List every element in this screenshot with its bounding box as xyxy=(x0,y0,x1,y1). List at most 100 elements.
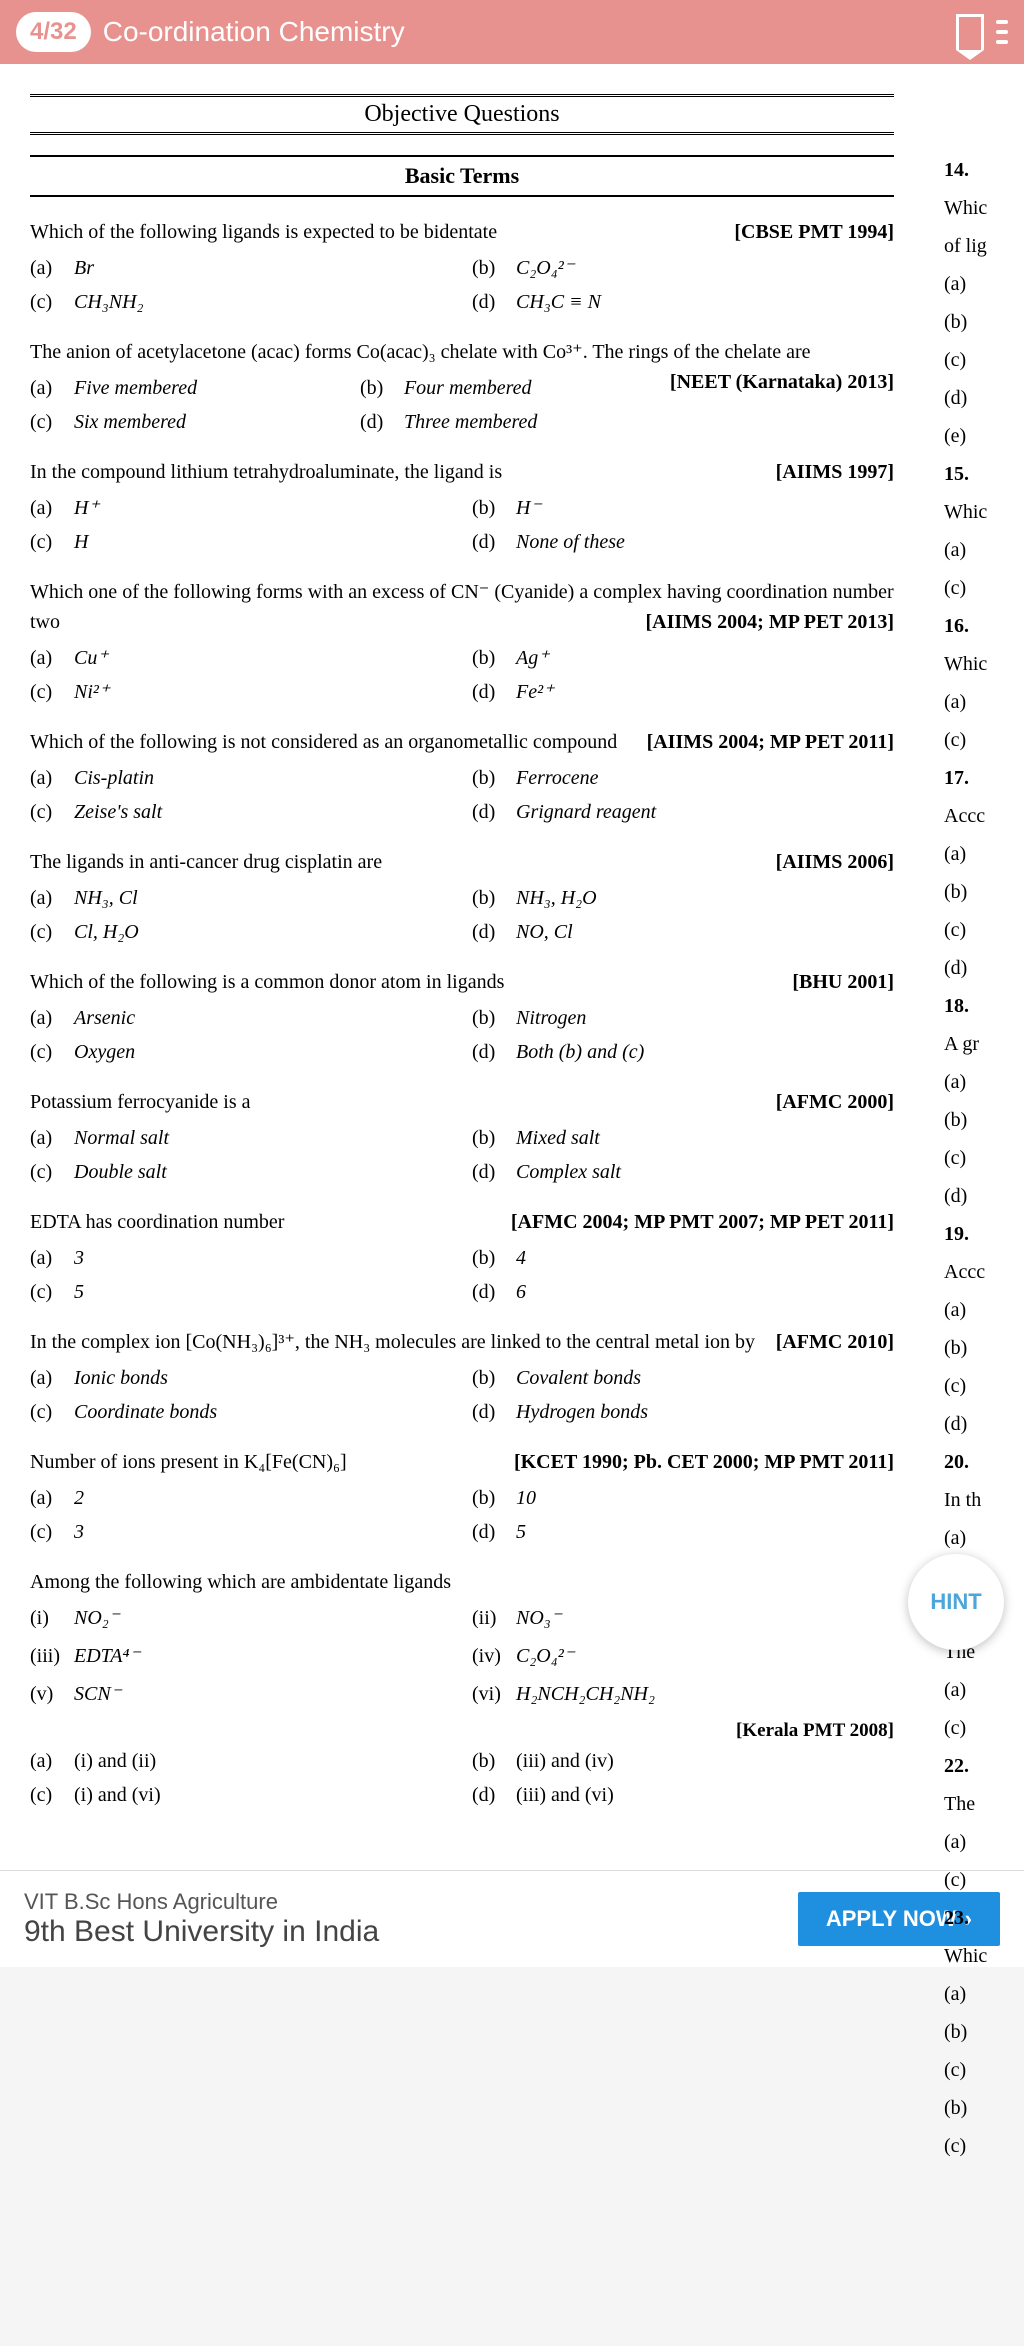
answer-option[interactable]: (a)Ionic bonds xyxy=(30,1363,452,1393)
side-fragment: 15. xyxy=(944,458,1024,490)
answer-option[interactable]: (c)Coordinate bonds xyxy=(30,1397,452,1427)
question-block: Which of the following ligands is expect… xyxy=(30,217,894,317)
answer-option[interactable]: (d)None of these xyxy=(472,527,894,557)
side-fragment: (a) xyxy=(944,534,1024,566)
answer-option[interactable]: (d)Grignard reagent xyxy=(472,797,894,827)
question-block: EDTA has coordination number [AFMC 2004;… xyxy=(30,1207,894,1307)
side-fragment: (c) xyxy=(944,914,1024,946)
answer-option[interactable]: (d)Both (b) and (c) xyxy=(472,1037,894,1067)
list-item: (iii)EDTA⁴⁻ xyxy=(30,1641,452,1671)
answer-option[interactable]: (a)Five membered xyxy=(30,373,340,403)
answer-option[interactable]: (b)Four membered xyxy=(360,373,670,403)
question-text: EDTA has coordination number [AFMC 2004;… xyxy=(30,1207,894,1237)
side-fragment: (c) xyxy=(944,344,1024,376)
side-fragment: (d) xyxy=(944,1180,1024,1212)
side-fragment: (b) xyxy=(944,2092,1024,2124)
question-text: In the compound lithium tetrahydroalumin… xyxy=(30,457,894,487)
answer-option[interactable]: (a)NH₃, Cl xyxy=(30,883,452,913)
answer-option[interactable]: (b)(iii) and (iv) xyxy=(472,1746,894,1776)
list-item: (v)SCN⁻ xyxy=(30,1679,452,1709)
answer-option[interactable]: (d)(iii) and (vi) xyxy=(472,1780,894,1810)
side-fragment: (a) xyxy=(944,268,1024,300)
answer-option[interactable]: (d)5 xyxy=(472,1517,894,1547)
question-source: [Kerala PMT 2008] xyxy=(30,1717,894,1746)
side-fragment: The xyxy=(944,1788,1024,1820)
side-fragment: 22. xyxy=(944,1750,1024,1782)
answer-option[interactable]: (c)Double salt xyxy=(30,1157,452,1187)
side-fragment: (c) xyxy=(944,572,1024,604)
question-block: Among the following which are ambidentat… xyxy=(30,1567,894,1810)
answer-option[interactable]: (b)C₂O₄²⁻ xyxy=(472,253,894,283)
answer-option[interactable]: (a)3 xyxy=(30,1243,452,1273)
answer-option[interactable]: (b)Ag⁺ xyxy=(472,643,894,673)
answer-option[interactable]: (a)Br xyxy=(30,253,452,283)
answer-option[interactable]: (b)Nitrogen xyxy=(472,1003,894,1033)
answer-option[interactable]: (d)NO, Cl xyxy=(472,917,894,947)
answer-option[interactable]: (d)Hydrogen bonds xyxy=(472,1397,894,1427)
side-fragment: (b) xyxy=(944,876,1024,908)
question-block: In the complex ion [Co(NH₃)₆]³⁺, the NH₃… xyxy=(30,1327,894,1427)
answer-option[interactable]: (a)Cu⁺ xyxy=(30,643,452,673)
answer-option[interactable]: (c)CH₃NH₂ xyxy=(30,287,452,317)
list-item: (ii)NO₃⁻ xyxy=(472,1603,894,1633)
answer-option[interactable]: (c)Zeise's salt xyxy=(30,797,452,827)
answer-option[interactable]: (c)5 xyxy=(30,1277,452,1307)
side-fragment: 14. xyxy=(944,154,1024,186)
side-fragment: (b) xyxy=(944,2016,1024,2048)
answer-option[interactable]: (c)Six membered xyxy=(30,407,340,437)
side-fragment: (a) xyxy=(944,838,1024,870)
answer-option[interactable]: (a)2 xyxy=(30,1483,452,1513)
side-fragment: (c) xyxy=(944,2054,1024,2086)
question-block: The anion of acetylacetone (acac) forms … xyxy=(30,337,894,437)
menu-icon[interactable] xyxy=(996,20,1008,44)
question-text: Which of the following is not considered… xyxy=(30,727,894,757)
answer-option[interactable]: (c)(i) and (vi) xyxy=(30,1780,452,1810)
side-fragment: In th xyxy=(944,1484,1024,1516)
answer-option[interactable]: (c)3 xyxy=(30,1517,452,1547)
ad-footer: VIT B.Sc Hons Agriculture 9th Best Unive… xyxy=(0,1870,1024,1967)
top-header: 4/32 Co-ordination Chemistry xyxy=(0,0,1024,64)
side-fragment: Whic xyxy=(944,648,1024,680)
answer-option[interactable]: (a)H⁺ xyxy=(30,493,452,523)
ad-line-1: VIT B.Sc Hons Agriculture xyxy=(24,1889,379,1915)
side-fragment: (a) xyxy=(944,1066,1024,1098)
side-fragment: (d) xyxy=(944,1408,1024,1440)
side-fragment: (b) xyxy=(944,306,1024,338)
answer-option[interactable]: (c)Oxygen xyxy=(30,1037,452,1067)
answer-option[interactable]: (b)Ferrocene xyxy=(472,763,894,793)
answer-option[interactable]: (a)Cis-platin xyxy=(30,763,452,793)
answer-option[interactable]: (b)Covalent bonds xyxy=(472,1363,894,1393)
side-fragment: Whic xyxy=(944,192,1024,224)
answer-option[interactable]: (b)Mixed salt xyxy=(472,1123,894,1153)
answer-option[interactable]: (c)Cl, H₂O xyxy=(30,917,452,947)
answer-option[interactable]: (c)Ni²⁺ xyxy=(30,677,452,707)
side-fragment: of lig xyxy=(944,230,1024,262)
ad-line-2: 9th Best University in India xyxy=(24,1915,379,1949)
side-fragment: (c) xyxy=(944,724,1024,756)
answer-option[interactable]: (a)Arsenic xyxy=(30,1003,452,1033)
answer-option[interactable]: (d)6 xyxy=(472,1277,894,1307)
question-text: Number of ions present in K₄[Fe(CN)₆] [K… xyxy=(30,1447,894,1477)
question-block: The ligands in anti-cancer drug cisplati… xyxy=(30,847,894,947)
answer-option[interactable]: (d)Complex salt xyxy=(472,1157,894,1187)
answer-option[interactable]: (a)(i) and (ii) xyxy=(30,1746,452,1776)
answer-option[interactable]: (b)10 xyxy=(472,1483,894,1513)
side-fragment: (a) xyxy=(944,1674,1024,1706)
answer-option[interactable]: (d)Three membered xyxy=(360,407,670,437)
answer-option[interactable]: (c)H xyxy=(30,527,452,557)
hint-button[interactable]: HINT xyxy=(908,1554,1004,1650)
question-block: Which of the following is a common donor… xyxy=(30,967,894,1067)
answer-option[interactable]: (d)Fe²⁺ xyxy=(472,677,894,707)
side-fragment: 18. xyxy=(944,990,1024,1022)
answer-option[interactable]: (b)4 xyxy=(472,1243,894,1273)
question-text: The anion of acetylacetone (acac) forms … xyxy=(30,337,894,367)
bookmark-icon[interactable] xyxy=(956,14,984,50)
answer-option[interactable]: (d)CH₃C ≡ N xyxy=(472,287,894,317)
answer-option[interactable]: (b)NH₃, H₂O xyxy=(472,883,894,913)
sub-section-heading: Basic Terms xyxy=(30,155,894,197)
answer-option[interactable]: (b)H⁻ xyxy=(472,493,894,523)
answer-option[interactable]: (a)Normal salt xyxy=(30,1123,452,1153)
list-item: (i)NO₂⁻ xyxy=(30,1603,452,1633)
question-text: Potassium ferrocyanide is a [AFMC 2000] xyxy=(30,1087,894,1117)
side-fragment: Accc xyxy=(944,800,1024,832)
